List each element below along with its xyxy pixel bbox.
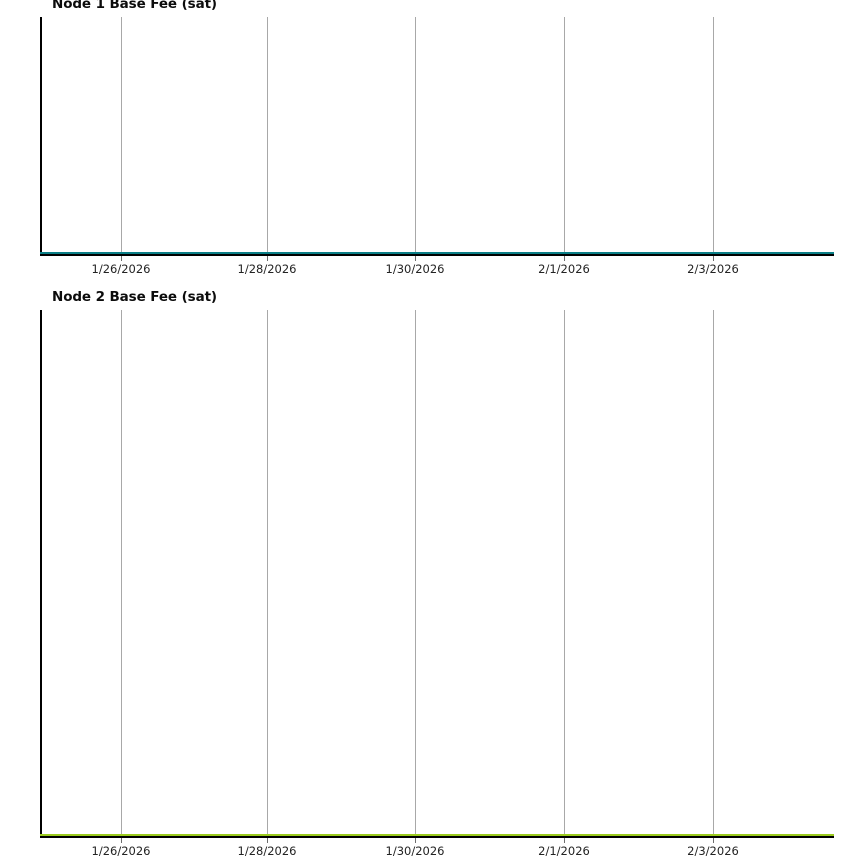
x-tick-label: 2/3/2026 bbox=[687, 262, 739, 276]
tick-mark-5 bbox=[713, 256, 714, 261]
x-tick-label: 2/1/2026 bbox=[538, 262, 590, 276]
tick-mark-2 bbox=[267, 838, 268, 843]
x-tick-label: 1/28/2026 bbox=[237, 844, 297, 858]
y-axis-node-2 bbox=[40, 310, 42, 838]
tick-mark-3 bbox=[415, 838, 416, 843]
x-tick-label: 1/28/2026 bbox=[237, 262, 297, 276]
gridline-2 bbox=[267, 17, 268, 256]
gridline-5 bbox=[713, 17, 714, 256]
gridline-1 bbox=[121, 310, 122, 838]
x-axis-node-2 bbox=[40, 836, 834, 838]
x-tick-label: 2/1/2026 bbox=[538, 844, 590, 858]
tick-mark-4 bbox=[564, 838, 565, 843]
tick-mark-3 bbox=[415, 256, 416, 261]
gridline-3 bbox=[415, 17, 416, 256]
plot-area-node-1: 1/26/2026 1/28/2026 1/30/2026 2/1/2026 2… bbox=[40, 17, 834, 276]
y-axis-node-1 bbox=[40, 17, 42, 256]
chart-panel-node-2: Node 2 Base Fee (sat) 1/26/2026 1/28/202… bbox=[0, 288, 860, 858]
gridline-4 bbox=[564, 17, 565, 256]
gridline-2 bbox=[267, 310, 268, 838]
tick-mark-4 bbox=[564, 256, 565, 261]
x-tick-label: 1/30/2026 bbox=[385, 844, 445, 858]
tick-mark-1 bbox=[121, 256, 122, 261]
chart-panel-node-1: Node 1 Base Fee (sat) 1/26/2026 1/28/202… bbox=[0, 0, 860, 290]
gridline-4 bbox=[564, 310, 565, 838]
tick-mark-2 bbox=[267, 256, 268, 261]
series-line-node-1 bbox=[40, 251, 834, 254]
x-tick-label: 1/30/2026 bbox=[385, 262, 445, 276]
x-tick-label: 1/26/2026 bbox=[91, 262, 151, 276]
gridline-5 bbox=[713, 310, 714, 838]
tick-mark-1 bbox=[121, 838, 122, 843]
x-tick-label: 2/3/2026 bbox=[687, 844, 739, 858]
chart-title-node-2: Node 2 Base Fee (sat) bbox=[52, 289, 218, 305]
x-tick-label: 1/26/2026 bbox=[91, 844, 151, 858]
tick-mark-5 bbox=[713, 838, 714, 843]
chart-title-node-1: Node 1 Base Fee (sat) bbox=[52, 0, 218, 12]
gridline-3 bbox=[415, 310, 416, 838]
x-axis-node-1 bbox=[40, 254, 834, 256]
plot-area-node-2: 1/26/2026 1/28/2026 1/30/2026 2/1/2026 2… bbox=[40, 310, 834, 858]
gridline-1 bbox=[121, 17, 122, 256]
